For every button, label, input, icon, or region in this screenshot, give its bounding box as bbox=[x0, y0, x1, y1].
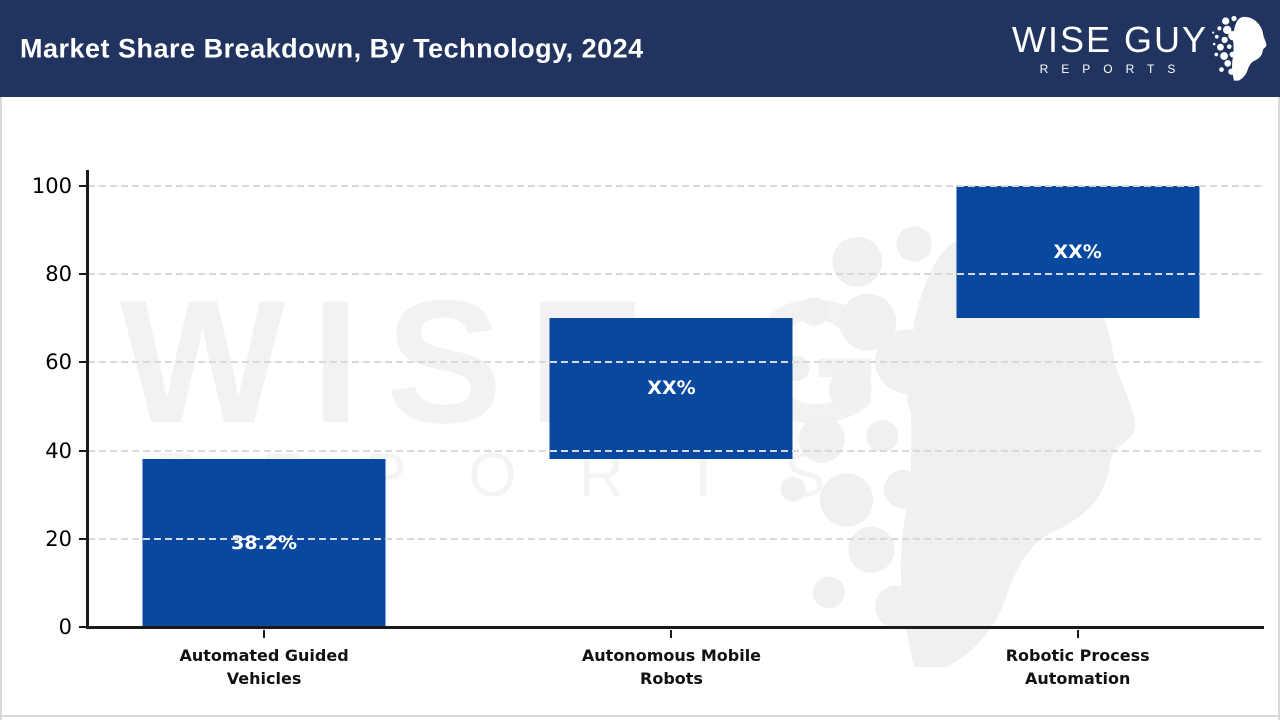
header-bar: Market Share Breakdown, By Technology, 2… bbox=[0, 0, 1280, 97]
y-tick-40 bbox=[79, 449, 88, 452]
page-border-bottom bbox=[0, 715, 1280, 717]
page-title: Market Share Breakdown, By Technology, 2… bbox=[20, 33, 644, 63]
brand-logo-text: WISE GUY REPORTS bbox=[1011, 18, 1208, 76]
bar-value-label: XX% bbox=[647, 377, 696, 400]
y-tick-label-80: 80 bbox=[45, 262, 72, 287]
y-axis-line bbox=[86, 170, 89, 628]
y-tick-100 bbox=[79, 185, 88, 187]
brand-subtitle: REPORTS bbox=[1039, 61, 1189, 76]
gridline-y-60 bbox=[88, 361, 1262, 364]
chart-canvas: WISE GU REPORTS 02040608010038.2%Automat… bbox=[0, 97, 1280, 720]
bar-value-label: 38.2% bbox=[231, 531, 298, 554]
x-axis-line bbox=[86, 626, 1264, 629]
gridline-y-40 bbox=[88, 449, 1262, 452]
dotted-head-logo-icon bbox=[1212, 15, 1267, 81]
x-tick bbox=[263, 630, 266, 638]
brand-name: WISE GUY bbox=[1011, 18, 1208, 60]
y-tick-0 bbox=[79, 626, 88, 628]
category-label: Autonomous Mobile Robots bbox=[581, 646, 762, 689]
y-tick-label-0: 0 bbox=[58, 615, 72, 639]
gridline-y-20 bbox=[88, 537, 1262, 540]
y-tick-label-40: 40 bbox=[45, 438, 72, 463]
y-tick-label-20: 20 bbox=[45, 526, 72, 551]
page-border-right bbox=[1278, 97, 1280, 720]
y-tick-20 bbox=[79, 537, 88, 540]
y-tick-80 bbox=[79, 273, 88, 276]
x-tick bbox=[1076, 630, 1079, 638]
bar-segment bbox=[549, 318, 793, 459]
page-border-left bbox=[0, 97, 2, 720]
brand-logo: WISE GUY REPORTS bbox=[1012, 6, 1270, 92]
y-tick-label-100: 100 bbox=[31, 174, 72, 198]
gridline-y-80 bbox=[88, 273, 1262, 276]
gridline-y-100 bbox=[88, 185, 1262, 187]
y-tick-60 bbox=[79, 361, 88, 364]
category-label: Automated Guided Vehicles bbox=[179, 646, 349, 689]
category-label: Robotic Process Automation bbox=[1005, 646, 1150, 689]
y-tick-label-60: 60 bbox=[45, 350, 72, 375]
x-tick bbox=[670, 630, 673, 638]
bar-value-label: XX% bbox=[1053, 241, 1102, 264]
plot-area: 0 20 40 60 80 100 38.2% Automated Guided Vehicl… bbox=[32, 174, 1262, 688]
bar-segment bbox=[142, 458, 386, 627]
